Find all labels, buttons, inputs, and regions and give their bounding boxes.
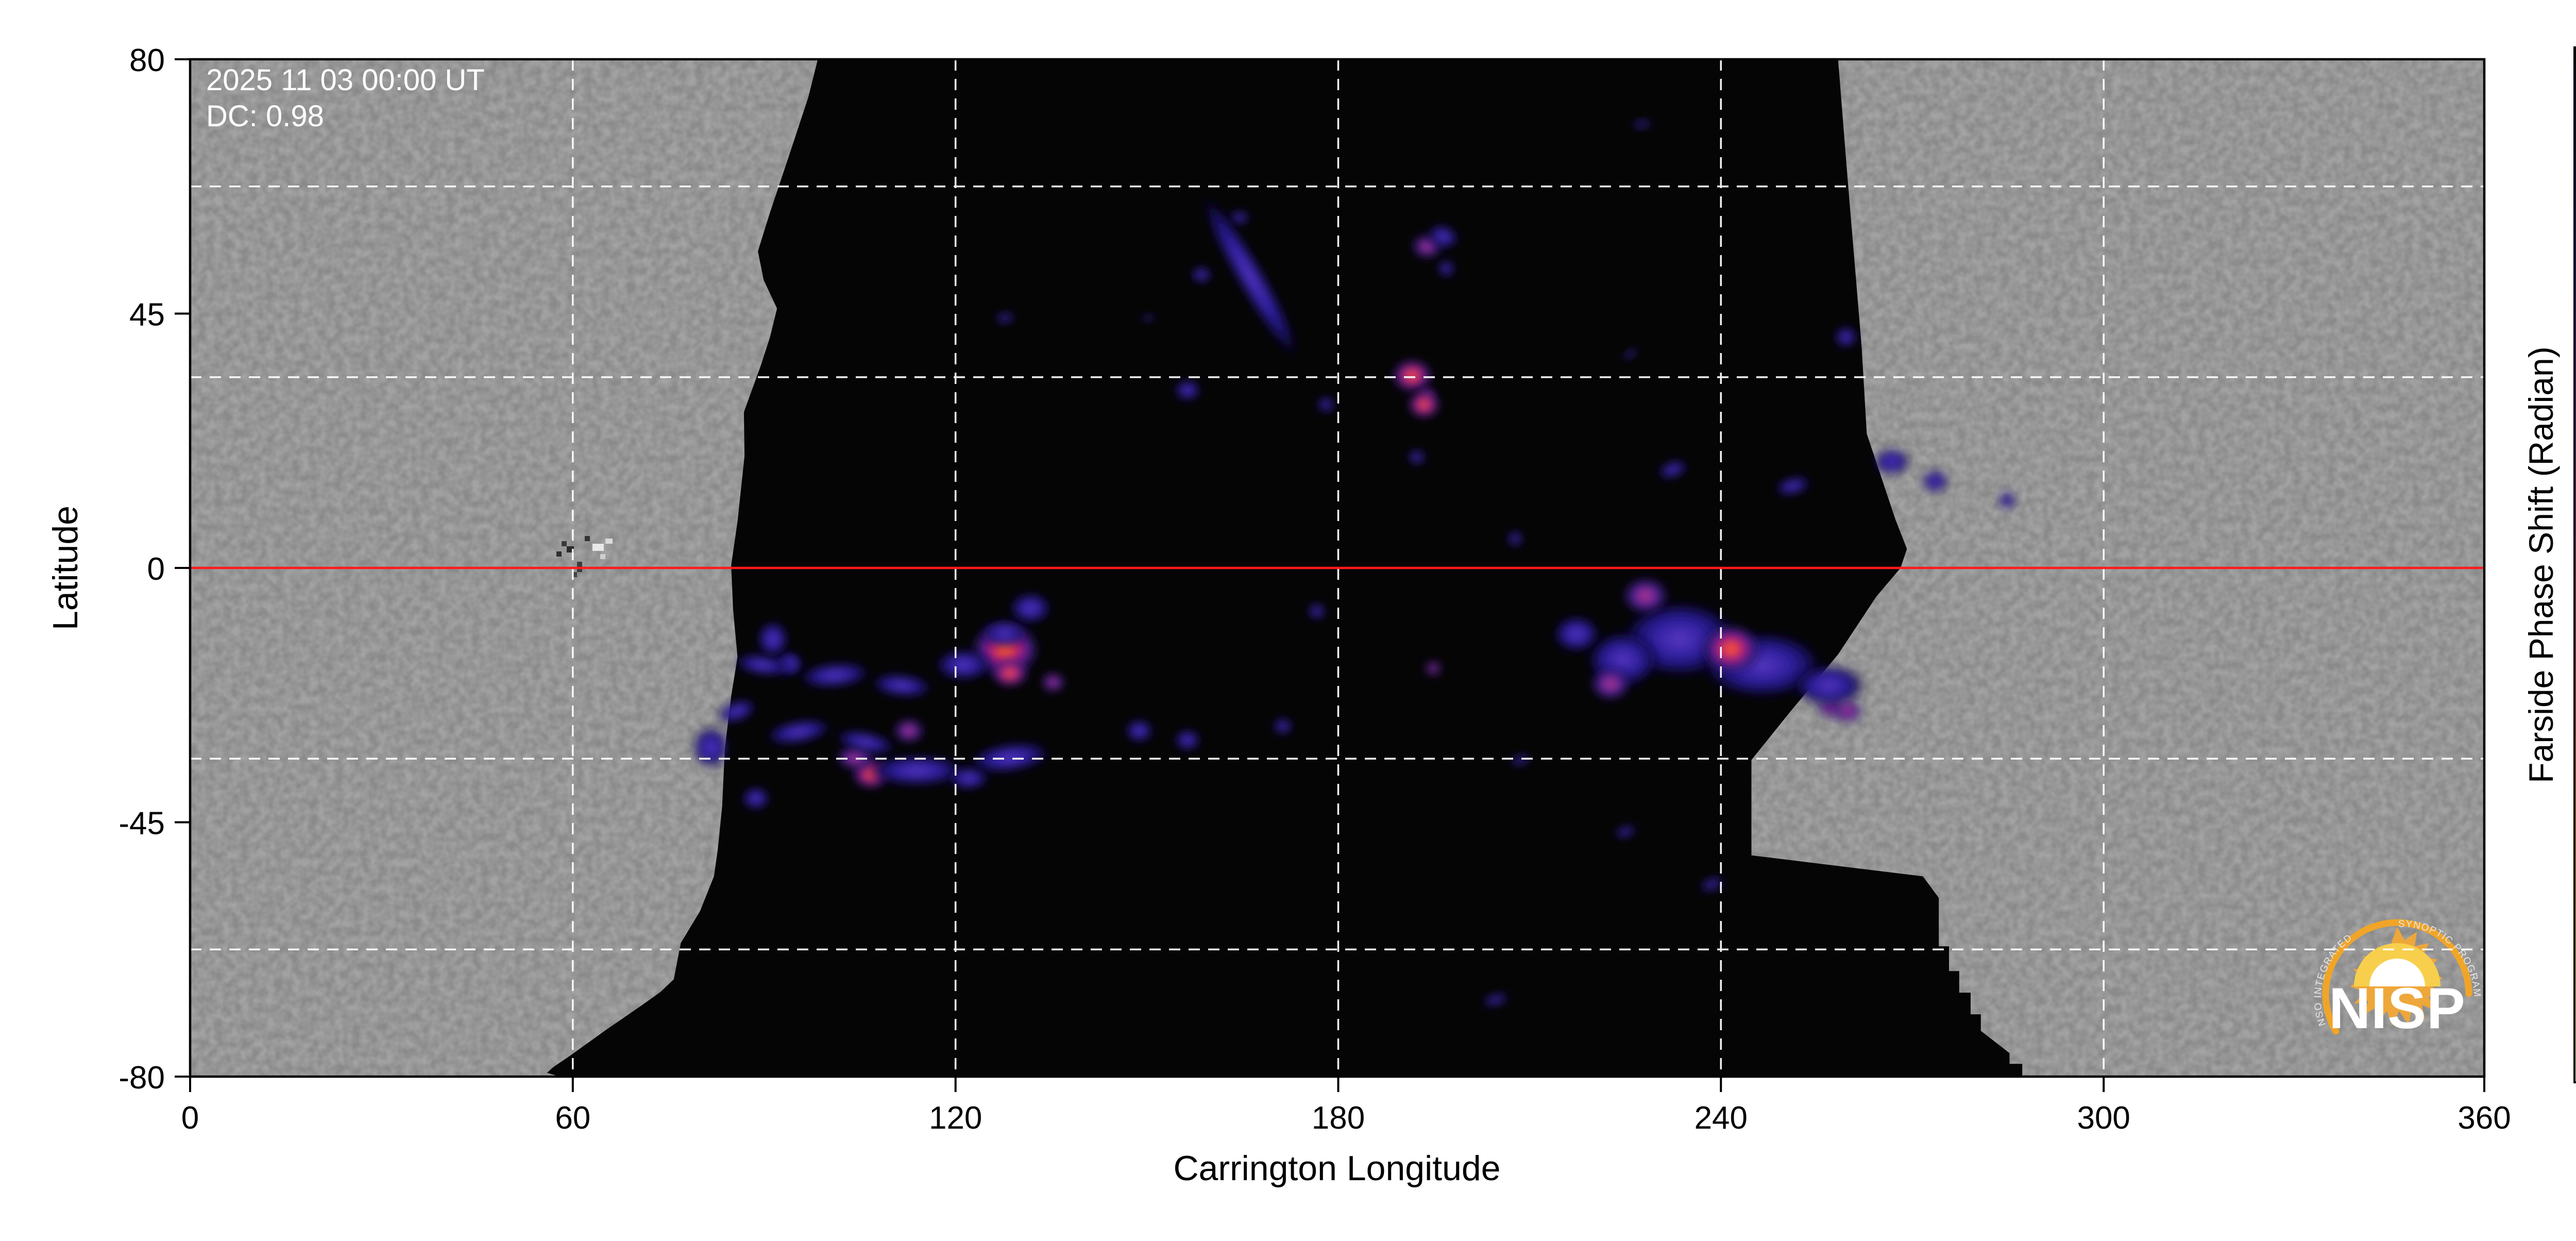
svg-text:240: 240 xyxy=(1694,1100,1748,1136)
svg-text:0: 0 xyxy=(147,551,165,587)
svg-text:180: 180 xyxy=(1312,1100,1365,1136)
svg-text:Carrington Longitude: Carrington Longitude xyxy=(1173,1149,1500,1188)
svg-text:120: 120 xyxy=(929,1100,982,1136)
svg-text:80: 80 xyxy=(129,43,165,78)
svg-text:300: 300 xyxy=(2077,1100,2130,1136)
svg-text:360: 360 xyxy=(2458,1100,2511,1136)
svg-text:-80: -80 xyxy=(118,1060,165,1096)
svg-text:45: 45 xyxy=(129,297,165,333)
svg-text:Farside Phase Shift (Radian): Farside Phase Shift (Radian) xyxy=(2522,346,2560,783)
svg-text:Latitude: Latitude xyxy=(46,506,85,630)
svg-text:0: 0 xyxy=(181,1100,199,1136)
svg-text:60: 60 xyxy=(555,1100,590,1136)
svg-text:2025 11 03 00:00 UT: 2025 11 03 00:00 UT xyxy=(206,63,485,97)
svg-text:-45: -45 xyxy=(118,806,165,842)
svg-text:DC: 0.98: DC: 0.98 xyxy=(206,99,324,133)
svg-text:NISP: NISP xyxy=(2329,976,2465,1041)
